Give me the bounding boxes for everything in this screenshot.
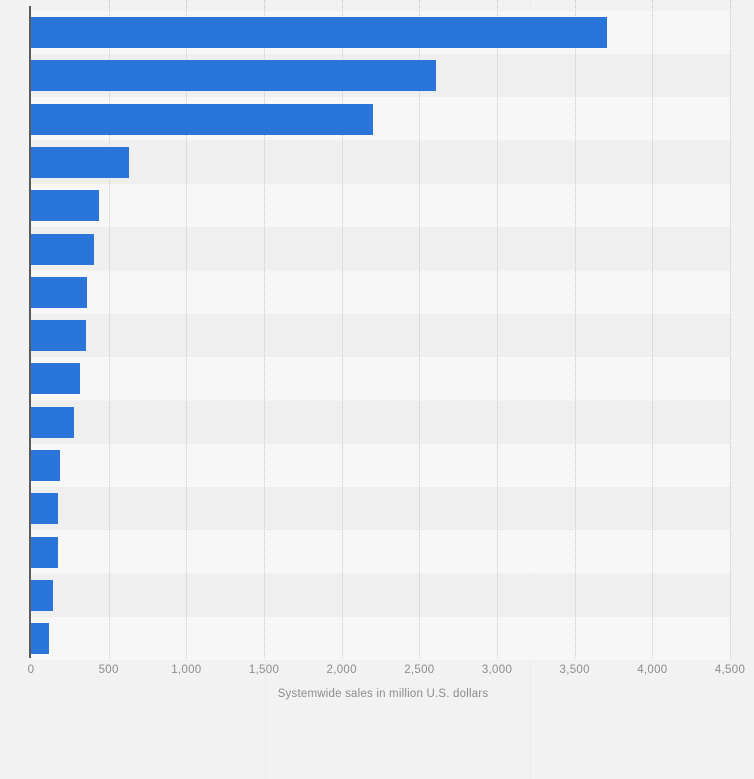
gridline <box>419 0 421 658</box>
y-axis-line <box>29 6 31 658</box>
x-tick-label: 2,500 <box>404 664 435 676</box>
x-axis-tick-labels: 0 500 1,000 1,500 2,000 2,500 3,000 3,500 4,000 4… <box>0 664 754 682</box>
gridline <box>108 0 111 658</box>
bar[interactable] <box>31 234 95 265</box>
x-tick-label: 2,000 <box>326 664 357 676</box>
row-band <box>31 357 730 400</box>
bar[interactable] <box>31 104 373 135</box>
row-band <box>31 271 730 314</box>
x-axis-title-text: Systemwide sales in million U.S. dollars <box>277 688 489 700</box>
bar[interactable] <box>31 623 49 654</box>
bar[interactable] <box>31 580 54 611</box>
row-band <box>31 444 730 487</box>
bar[interactable] <box>31 450 61 481</box>
gridline <box>497 0 499 658</box>
bar[interactable] <box>31 363 81 394</box>
row-band <box>31 227 730 270</box>
plot-area <box>31 0 732 660</box>
x-tick-label: 1,000 <box>171 664 202 676</box>
row-band <box>31 617 730 660</box>
bar[interactable] <box>31 190 100 221</box>
x-axis-title: Systemwide sales in million U.S. dollars <box>0 688 754 700</box>
bar[interactable] <box>31 493 59 524</box>
row-band <box>31 314 730 357</box>
gridline <box>652 0 654 658</box>
bar[interactable] <box>31 537 58 568</box>
bar[interactable] <box>31 60 437 91</box>
x-tick-label: 3,000 <box>481 664 513 676</box>
bar[interactable] <box>31 17 607 48</box>
row-band <box>31 487 730 530</box>
x-tick-label: 4,000 <box>637 664 668 676</box>
gridline <box>264 0 266 658</box>
gridline <box>730 0 732 658</box>
bar[interactable] <box>31 320 87 351</box>
x-tick-label: 1,500 <box>248 664 280 676</box>
x-tick-label: 4,500 <box>714 664 746 676</box>
row-band <box>31 184 730 227</box>
row-band <box>31 401 730 444</box>
bar[interactable] <box>31 147 129 178</box>
x-tick-label: 0 <box>27 664 35 676</box>
row-band <box>31 574 730 617</box>
x-tick-label: 3,500 <box>559 664 590 676</box>
row-band <box>31 141 730 184</box>
gridline <box>574 0 577 658</box>
bar[interactable] <box>31 277 88 308</box>
gridline <box>186 0 188 658</box>
row-band <box>31 530 730 573</box>
bar[interactable] <box>31 407 75 438</box>
x-tick-label: 500 <box>98 664 119 676</box>
gridline <box>341 0 344 658</box>
